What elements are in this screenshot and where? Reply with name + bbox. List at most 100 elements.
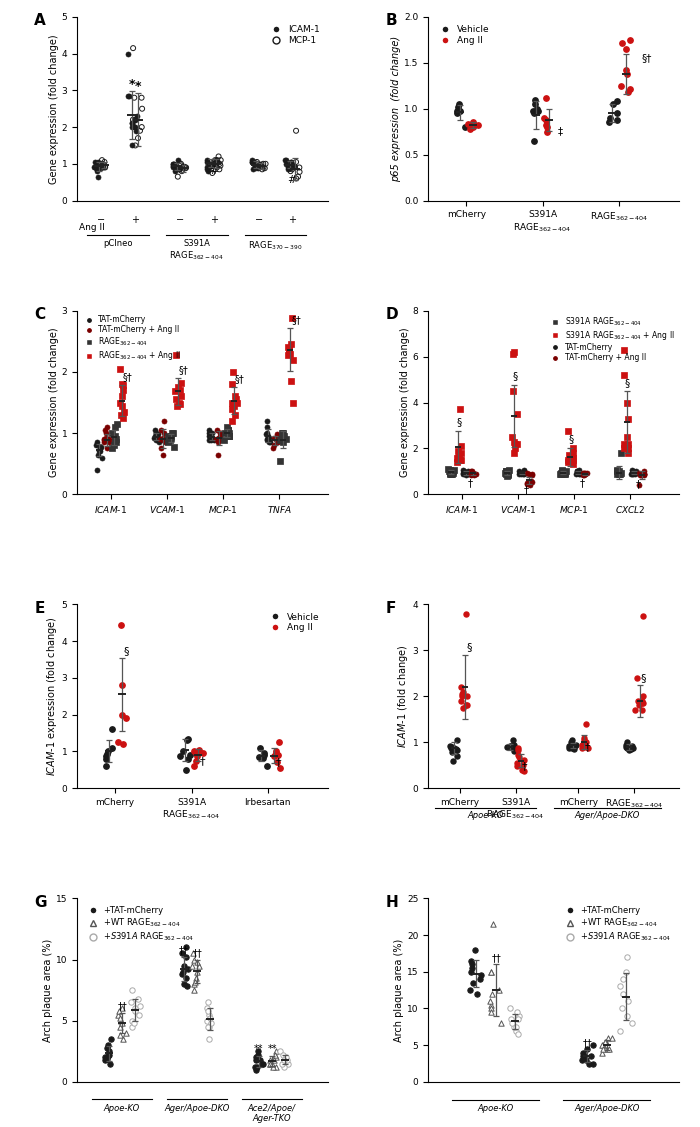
Point	[579, 465, 590, 483]
Point	[603, 1040, 615, 1058]
Point	[276, 424, 287, 442]
Point	[113, 1002, 125, 1020]
Point	[504, 1000, 515, 1018]
Point	[282, 338, 293, 356]
Point	[465, 962, 476, 980]
Point	[571, 463, 582, 481]
Point	[106, 738, 118, 756]
Point	[529, 90, 540, 108]
Point	[99, 433, 110, 451]
Point	[617, 970, 629, 988]
Point	[265, 1055, 276, 1073]
Point	[508, 738, 519, 756]
Point	[444, 465, 456, 483]
Text: H: H	[386, 895, 398, 909]
Legend: S391A RAGE$_{362-404}$, S391A RAGE$_{362-404}$ + Ang II, TAT-mCherry, TAT-mCherr: S391A RAGE$_{362-404}$, S391A RAGE$_{362…	[547, 314, 676, 363]
Point	[272, 432, 284, 450]
Point	[158, 431, 169, 449]
Point	[227, 411, 238, 429]
Point	[267, 1055, 278, 1073]
Point	[622, 428, 633, 446]
Text: §†: §†	[178, 365, 188, 375]
Point	[177, 743, 188, 761]
Point	[542, 123, 553, 141]
Point	[89, 158, 100, 176]
Point	[130, 122, 141, 140]
Point	[634, 465, 645, 483]
Point	[100, 749, 111, 767]
Point	[623, 409, 634, 427]
Point	[621, 962, 632, 980]
Point	[582, 738, 594, 756]
Text: B: B	[386, 14, 397, 28]
Point	[132, 130, 144, 148]
Point	[252, 154, 263, 172]
Point	[618, 435, 629, 453]
Point	[510, 440, 521, 458]
Point	[466, 956, 477, 974]
Point	[624, 80, 636, 98]
Point	[111, 415, 122, 433]
Point	[270, 1058, 281, 1076]
Point	[221, 418, 232, 436]
Point	[261, 432, 272, 450]
Point	[116, 1012, 127, 1030]
Point	[178, 957, 190, 975]
Point	[274, 758, 285, 777]
Point	[486, 996, 497, 1014]
Point	[167, 154, 178, 172]
Point	[556, 463, 567, 481]
Point	[118, 402, 130, 420]
Point	[568, 738, 580, 756]
Point	[246, 153, 258, 171]
Point	[247, 160, 258, 178]
Point	[447, 738, 458, 756]
Point	[96, 437, 107, 455]
Point	[124, 87, 135, 105]
Point	[98, 157, 109, 175]
Point	[574, 465, 585, 483]
Point	[540, 89, 552, 107]
Point	[204, 1005, 215, 1023]
Point	[94, 157, 105, 175]
Point	[246, 153, 257, 171]
Point	[223, 421, 234, 440]
Point	[176, 154, 187, 172]
Point	[270, 431, 281, 449]
Point	[257, 160, 268, 178]
Point	[470, 464, 481, 482]
Point	[277, 427, 288, 445]
Point	[203, 421, 214, 440]
Point	[279, 1050, 290, 1068]
Point	[442, 460, 454, 478]
Text: +: +	[131, 215, 139, 225]
Point	[523, 473, 534, 491]
Point	[92, 445, 104, 463]
Point	[202, 993, 214, 1011]
Point	[201, 160, 212, 178]
Text: ††: ††	[582, 1039, 592, 1048]
Point	[220, 424, 231, 442]
Point	[251, 1050, 262, 1068]
Point	[562, 423, 573, 441]
Point	[454, 103, 466, 121]
Point	[223, 421, 234, 440]
Point	[174, 154, 186, 172]
Text: +: +	[288, 215, 296, 225]
Point	[99, 159, 111, 177]
Point	[208, 154, 219, 172]
Point	[617, 1000, 628, 1018]
Point	[126, 1012, 137, 1030]
Point	[99, 1050, 111, 1068]
Y-axis label: $ICAM$-$1$ expression (fold change): $ICAM$-$1$ expression (fold change)	[45, 616, 59, 777]
Point	[567, 738, 578, 756]
Point	[270, 1046, 281, 1064]
Point	[469, 941, 480, 959]
Point	[486, 985, 498, 1003]
Point	[102, 1039, 113, 1057]
Text: §: §	[512, 371, 518, 381]
Point	[130, 1002, 141, 1020]
Point	[91, 436, 102, 454]
Point	[449, 738, 460, 756]
Point	[453, 98, 464, 116]
